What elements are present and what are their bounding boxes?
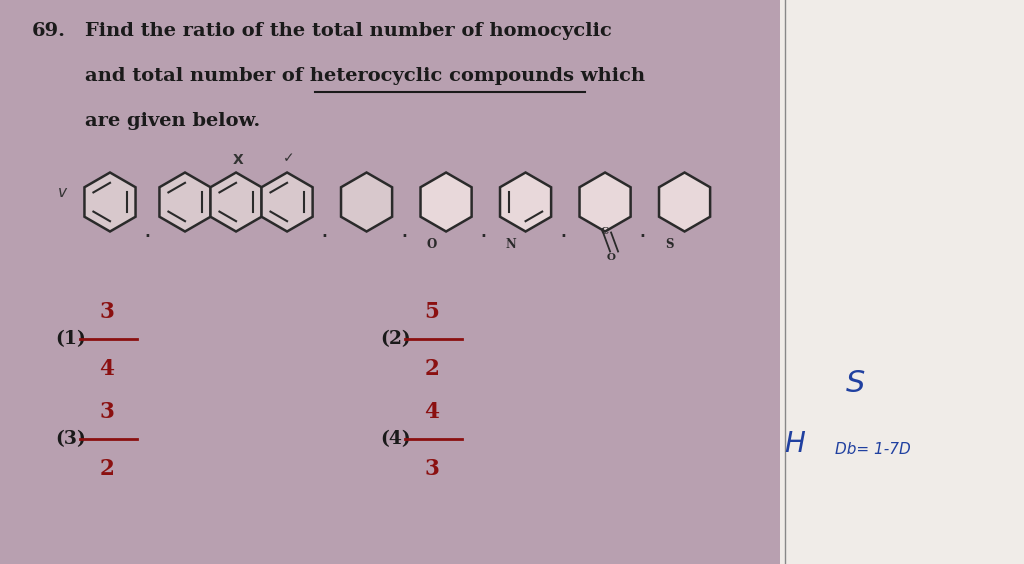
Polygon shape (341, 173, 392, 231)
Polygon shape (500, 173, 551, 231)
Polygon shape (580, 173, 631, 231)
Text: Find the ratio of the total number of homocyclic: Find the ratio of the total number of ho… (85, 22, 612, 40)
Bar (780, 0, 1024, 564)
Text: 2: 2 (99, 458, 115, 480)
Text: .: . (559, 218, 567, 242)
Text: are given below.: are given below. (85, 112, 260, 130)
Text: .: . (400, 218, 409, 242)
Text: .: . (321, 218, 329, 242)
Text: O: O (426, 239, 436, 252)
Text: v: v (58, 185, 67, 200)
Text: C: C (601, 227, 609, 236)
Text: 3: 3 (425, 458, 439, 480)
Text: ✓: ✓ (284, 152, 295, 165)
Text: 3: 3 (99, 401, 115, 423)
Polygon shape (659, 173, 710, 231)
Text: (3): (3) (55, 430, 86, 448)
Polygon shape (421, 173, 472, 231)
Text: N: N (506, 239, 516, 252)
Text: 69.: 69. (32, 22, 66, 40)
Bar (0, 0, 780, 564)
Text: 4: 4 (99, 358, 115, 380)
Text: Db= 1-7D: Db= 1-7D (835, 442, 910, 456)
Text: S: S (846, 369, 864, 399)
Text: 3: 3 (99, 301, 115, 323)
Text: .: . (639, 218, 646, 242)
Polygon shape (160, 173, 211, 231)
Text: S: S (666, 239, 674, 252)
Polygon shape (211, 173, 261, 231)
Text: O: O (606, 253, 615, 262)
Text: .: . (479, 218, 487, 242)
Text: (4): (4) (380, 430, 411, 448)
Text: (2): (2) (380, 330, 411, 348)
Polygon shape (261, 173, 312, 231)
Text: and total number of heterocyclic compounds which: and total number of heterocyclic compoun… (85, 67, 645, 85)
Text: .: . (143, 218, 152, 242)
Polygon shape (84, 173, 135, 231)
Text: 4: 4 (425, 401, 439, 423)
Text: H: H (784, 430, 806, 458)
Text: 5: 5 (425, 301, 439, 323)
Text: (1): (1) (55, 330, 86, 348)
Text: 2: 2 (425, 358, 439, 380)
Text: X: X (232, 153, 244, 168)
